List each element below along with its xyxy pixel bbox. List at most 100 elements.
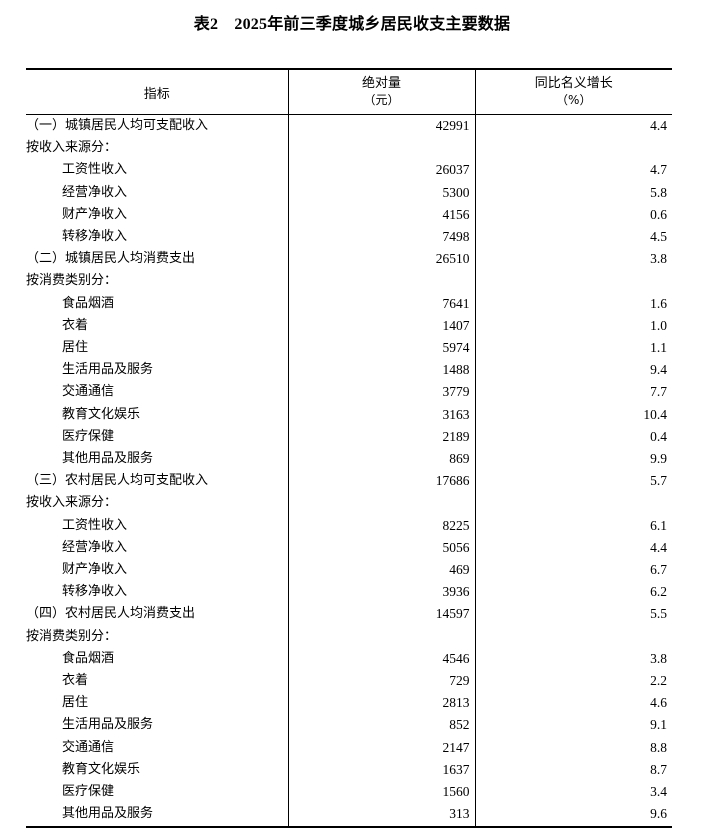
row-absolute-value: 1637: [287, 758, 475, 782]
row-label: 衣着: [62, 317, 89, 333]
row-label: 转移净收入: [62, 584, 128, 600]
row-label: （一）城镇居民人均可支配收入: [26, 118, 209, 133]
row-growth-value: [474, 137, 672, 160]
row-growth-value: 9.9: [474, 448, 672, 471]
row-growth-value: 2.2: [474, 670, 672, 693]
page-title: 表2 2025年前三季度城乡居民收支主要数据: [193, 16, 511, 33]
column-header-absolute-title: 绝对量: [361, 76, 401, 91]
row-label: 医疗保健: [62, 784, 115, 800]
row-label: 交通通信: [62, 739, 115, 755]
row-absolute-value: 26037: [287, 159, 475, 182]
row-label: 医疗保健: [62, 428, 115, 444]
row-label: 食品烟酒: [62, 650, 115, 666]
row-absolute-value: [287, 270, 475, 293]
row-growth-value: 7.7: [474, 381, 672, 404]
row-growth-value: 6.7: [474, 559, 672, 582]
row-growth-value: 8.8: [474, 736, 672, 759]
row-absolute-value: [287, 625, 475, 648]
column-header-growth-unit: （%）: [556, 93, 592, 107]
table-row: （三）农村居民人均可支配收入 17686 5.7: [26, 470, 672, 493]
table-row: 生活用品及服务 1488 9.4: [26, 359, 672, 382]
row-absolute-value: 5300: [287, 181, 475, 204]
row-label: 按收入来源分：: [26, 140, 118, 156]
table-header: 指标 绝对量 （元） 同比名义增长 （%）: [26, 69, 672, 115]
row-absolute-value: 3779: [287, 381, 475, 404]
row-label: 按收入来源分：: [26, 495, 118, 511]
row-absolute-value: 3163: [287, 403, 475, 426]
row-label: 其他用品及服务: [62, 451, 154, 467]
table-body: （一）城镇居民人均可支配收入 42991 4.4 按收入来源分： 工资性收入 26037 4…: [26, 114, 672, 827]
statistics-table-container: 指标 绝对量 （元） 同比名义增长 （%） （一）城镇居民人均可支配收入 4299…: [26, 68, 672, 828]
row-absolute-value: 4156: [287, 203, 475, 227]
row-absolute-value: 1560: [287, 781, 475, 804]
row-growth-value: 9.1: [474, 714, 672, 737]
statistics-table: 指标 绝对量 （元） 同比名义增长 （%） （一）城镇居民人均可支配收入 4299…: [26, 68, 672, 828]
row-growth-value: 3.8: [474, 248, 672, 271]
row-label: 生活用品及服务: [62, 362, 154, 378]
row-absolute-value: 42991: [287, 114, 475, 138]
row-absolute-value: 8225: [287, 514, 475, 537]
table-row: 财产净收入 4156 0.6: [26, 203, 672, 227]
row-growth-value: [474, 492, 672, 515]
row-label: 财产净收入: [62, 206, 128, 222]
row-absolute-value: 852: [287, 714, 475, 737]
row-absolute-value: 313: [287, 803, 475, 827]
table-row: 其他用品及服务 313 9.6: [26, 803, 672, 827]
row-growth-value: 4.7: [474, 159, 672, 182]
table-row: 交通通信 2147 8.8: [26, 736, 672, 759]
column-header-growth-title: 同比名义增长: [534, 76, 613, 91]
row-growth-value: [474, 270, 672, 293]
table-row: 其他用品及服务 869 9.9: [26, 448, 672, 471]
row-absolute-value: 469: [287, 559, 475, 582]
row-absolute-value: 2813: [287, 692, 475, 715]
row-label: 工资性收入: [62, 162, 128, 178]
row-growth-value: 6.1: [474, 514, 672, 537]
table-row: 经营净收入 5056 4.4: [26, 536, 672, 560]
table-row: 交通通信 3779 7.7: [26, 381, 672, 404]
table-row: （四）农村居民人均消费支出 14597 5.5: [26, 603, 672, 626]
row-growth-value: 6.2: [474, 581, 672, 604]
row-label: 教育文化娱乐: [62, 761, 141, 777]
table-row: 教育文化娱乐 1637 8.7: [26, 758, 672, 782]
row-absolute-value: 3936: [287, 581, 475, 604]
row-label: 衣着: [62, 673, 89, 689]
row-absolute-value: 1407: [287, 314, 475, 338]
row-label: 财产净收入: [62, 562, 128, 578]
row-label: 按消费类别分：: [26, 273, 118, 289]
table-row: （二）城镇居民人均消费支出 26510 3.8: [26, 248, 672, 271]
table-row: 食品烟酒 7641 1.6: [26, 292, 672, 315]
table-row: 生活用品及服务 852 9.1: [26, 714, 672, 737]
row-label: 经营净收入: [62, 539, 128, 555]
row-absolute-value: 1488: [287, 359, 475, 382]
column-header-growth: 同比名义增长 （%）: [474, 69, 672, 115]
row-growth-value: 4.5: [474, 226, 672, 249]
row-growth-value: 1.6: [474, 292, 672, 315]
row-growth-value: 1.1: [474, 337, 672, 360]
table-row: 财产净收入 469 6.7: [26, 559, 672, 582]
row-growth-value: 4.6: [474, 692, 672, 715]
table-row: 衣着 1407 1.0: [26, 314, 672, 338]
row-absolute-value: 2189: [287, 425, 475, 449]
row-label: 居住: [62, 695, 89, 711]
row-absolute-value: 7641: [287, 292, 475, 315]
table-header-row: 指标 绝对量 （元） 同比名义增长 （%）: [26, 69, 672, 115]
row-absolute-value: 14597: [287, 603, 475, 626]
table-row: 按消费类别分：: [26, 625, 672, 648]
row-label: 教育文化娱乐: [62, 406, 141, 422]
row-label: 食品烟酒: [62, 295, 115, 311]
row-growth-value: [474, 625, 672, 648]
table-row: 按消费类别分：: [26, 270, 672, 293]
row-absolute-value: 7498: [287, 226, 475, 249]
table-row: 食品烟酒 4546 3.8: [26, 647, 672, 671]
row-absolute-value: 2147: [287, 736, 475, 759]
table-row: 居住 2813 4.6: [26, 692, 672, 715]
row-label: 交通通信: [62, 384, 115, 400]
row-absolute-value: 5056: [287, 536, 475, 560]
row-absolute-value: [287, 137, 475, 160]
row-growth-value: 5.5: [474, 603, 672, 626]
row-growth-value: 5.8: [474, 181, 672, 204]
table-row: 转移净收入 7498 4.5: [26, 226, 672, 249]
row-label: 生活用品及服务: [62, 717, 154, 733]
row-growth-value: 4.4: [474, 536, 672, 560]
table-row: 医疗保健 2189 0.4: [26, 425, 672, 449]
